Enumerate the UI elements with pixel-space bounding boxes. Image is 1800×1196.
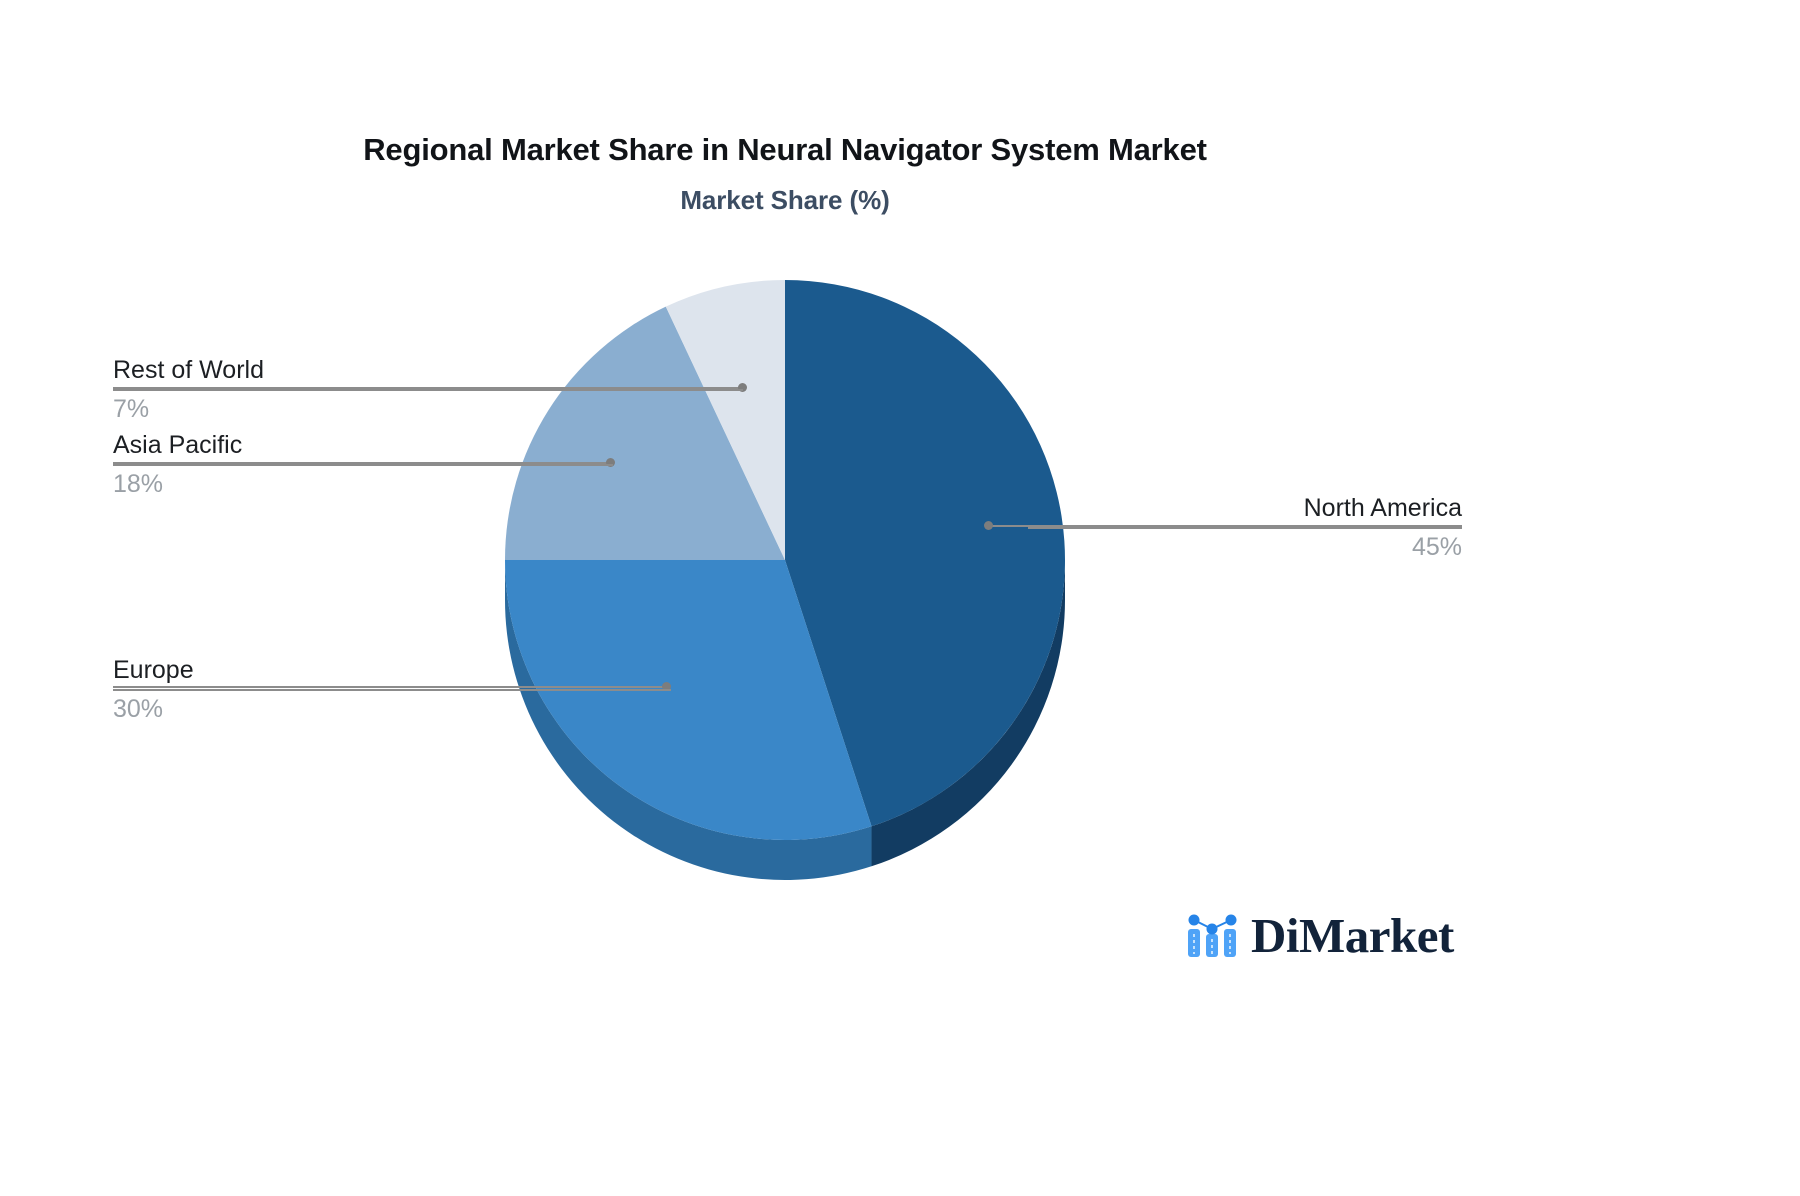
leader-dot-rest-of-world (738, 383, 747, 392)
chart-subtitle: Market Share (%) (680, 185, 890, 215)
callout-value-rest-of-world: 7% (113, 395, 150, 423)
pie-slice-asia-pacific[interactable] (505, 306, 785, 560)
callout-value-europe: 30% (113, 695, 164, 723)
callout-label-asia-pacific: Asia Pacific (113, 431, 243, 459)
callout-label-europe: Europe (113, 656, 194, 684)
callout-value-asia-pacific: 18% (113, 470, 164, 498)
pie-chart (460, 270, 1120, 890)
pie-depth-walls (505, 560, 1065, 881)
pie-slice-rest-of-world[interactable] (665, 280, 785, 560)
bar-line-chart-icon (1188, 914, 1237, 957)
callout-label-north-america: North America (1303, 494, 1462, 522)
callout-label-rest-of-world: Rest of World (113, 356, 264, 384)
callout-rule-rest-of-world (113, 389, 743, 391)
leader-dot-asia-pacific (606, 458, 615, 467)
callout-rest-of-world: Rest of World 7% (113, 355, 743, 424)
callout-asia-pacific: Asia Pacific 18% (113, 430, 613, 499)
callout-north-america: North America 45% (1028, 493, 1462, 562)
pie-top-face (505, 280, 1065, 841)
leader-dot-north-america (984, 521, 993, 530)
brand-logo: DiMarket (1185, 903, 1454, 967)
pie-chart-svg (505, 280, 1065, 881)
pie-depth-europe (505, 560, 872, 881)
pie-slice-north-america[interactable] (785, 280, 1065, 827)
leader-dot-europe (662, 682, 671, 691)
chart-title: Regional Market Share in Neural Navigato… (363, 132, 1207, 167)
pie-depth-north-america (871, 560, 1065, 867)
brand-name: DiMarket (1251, 907, 1454, 963)
callout-value-north-america: 45% (1411, 533, 1462, 561)
pie-slice-europe[interactable] (505, 560, 872, 841)
callout-rule-north-america (1028, 527, 1462, 529)
callout-rule-asia-pacific (113, 464, 613, 466)
callout-rule-europe (113, 689, 671, 691)
callout-europe: Europe 30% (113, 655, 671, 724)
